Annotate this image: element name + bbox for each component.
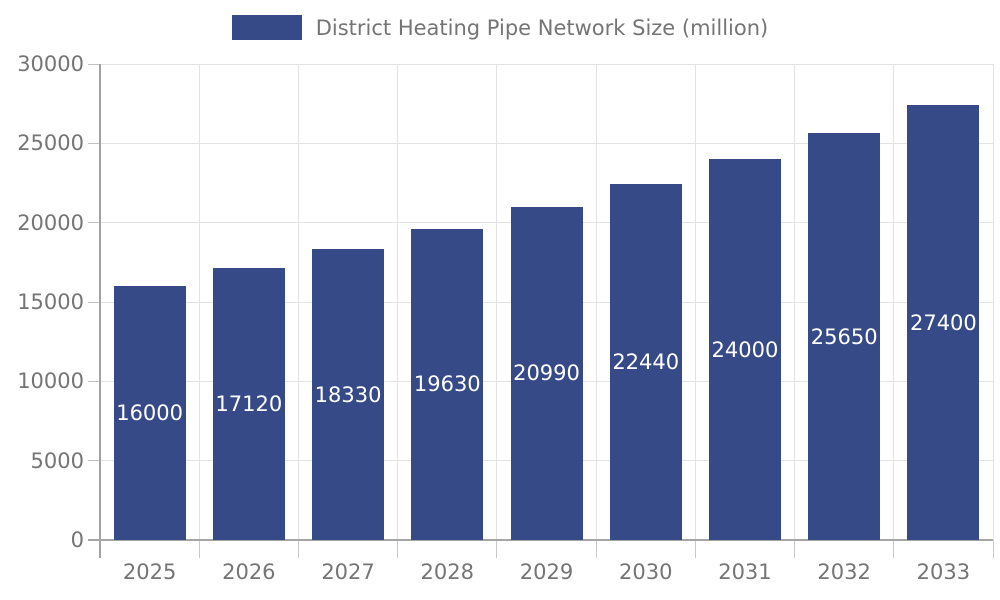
x-tick-label: 2028: [420, 560, 474, 584]
gridline-vertical: [794, 64, 796, 540]
y-axis-line: [99, 64, 101, 558]
x-tick-label: 2029: [519, 560, 574, 584]
bar-value-label: 22440: [612, 349, 680, 374]
y-tick-label: 10000: [17, 369, 84, 394]
x-tick-label: 2026: [222, 560, 276, 584]
x-tick-label: 2032: [817, 560, 871, 584]
bar-value-label: 19630: [413, 372, 481, 397]
x-tick-label: 2025: [122, 560, 177, 584]
y-axis-tick: [88, 301, 100, 303]
y-tick-label: 0: [70, 528, 84, 552]
bar-2025[interactable]: [113, 286, 186, 540]
y-tick-label: 20000: [17, 210, 84, 235]
x-axis-tick: [694, 540, 696, 558]
x-axis-tick: [198, 540, 200, 558]
bar-2027[interactable]: [312, 249, 385, 540]
legend-swatch[interactable]: [231, 15, 302, 40]
bar-2030[interactable]: [609, 183, 682, 540]
gridline-vertical: [496, 64, 498, 540]
gridline-horizontal: [100, 142, 993, 144]
gridline-vertical: [297, 64, 299, 540]
bar-2026[interactable]: [212, 268, 285, 540]
gridline-vertical: [397, 64, 399, 540]
y-tick-label: 30000: [17, 52, 84, 76]
bar-2028[interactable]: [411, 228, 484, 540]
gridline-vertical: [694, 64, 696, 540]
bar-2031[interactable]: [708, 159, 781, 540]
gridline-vertical: [595, 64, 597, 540]
x-axis-tick: [893, 540, 895, 558]
x-tick-label: 2033: [916, 560, 971, 584]
x-axis-tick: [992, 540, 994, 558]
bar-2029[interactable]: [510, 206, 583, 540]
gridline-horizontal: [100, 63, 993, 65]
x-axis-tick: [496, 540, 498, 558]
x-axis-tick: [794, 540, 796, 558]
x-tick-label: 2031: [718, 560, 772, 584]
bar-2033[interactable]: [907, 105, 980, 540]
y-tick-label: 25000: [17, 131, 84, 156]
bar-value-label: 27400: [909, 310, 977, 335]
x-axis-tick: [595, 540, 597, 558]
y-axis-tick: [88, 460, 100, 462]
bar-2032[interactable]: [808, 133, 881, 540]
bar-value-label: 25650: [810, 324, 878, 349]
y-tick-label: 5000: [30, 448, 84, 473]
gridline-vertical: [198, 64, 200, 540]
x-axis-line: [88, 539, 993, 541]
x-tick-label: 2030: [618, 560, 673, 584]
y-tick-label: 15000: [17, 290, 84, 314]
gridline-vertical: [992, 64, 994, 540]
y-axis-tick: [88, 380, 100, 382]
y-axis-tick: [88, 222, 100, 224]
y-axis-tick: [88, 142, 100, 144]
bar-value-label: 24000: [711, 337, 779, 362]
bar-value-label: 18330: [314, 382, 382, 407]
gridline-vertical: [893, 64, 895, 540]
bar-value-label: 16000: [116, 401, 184, 426]
y-axis-tick: [88, 63, 100, 65]
x-axis-tick: [397, 540, 399, 558]
bar-value-label: 17120: [215, 392, 283, 417]
x-axis-tick: [297, 540, 299, 558]
legend-label[interactable]: District Heating Pipe Network Size (mill…: [315, 15, 769, 40]
x-tick-label: 2027: [321, 560, 375, 584]
legend: District Heating Pipe Network Size (mill…: [0, 15, 1000, 40]
bar-value-label: 20990: [513, 361, 580, 386]
